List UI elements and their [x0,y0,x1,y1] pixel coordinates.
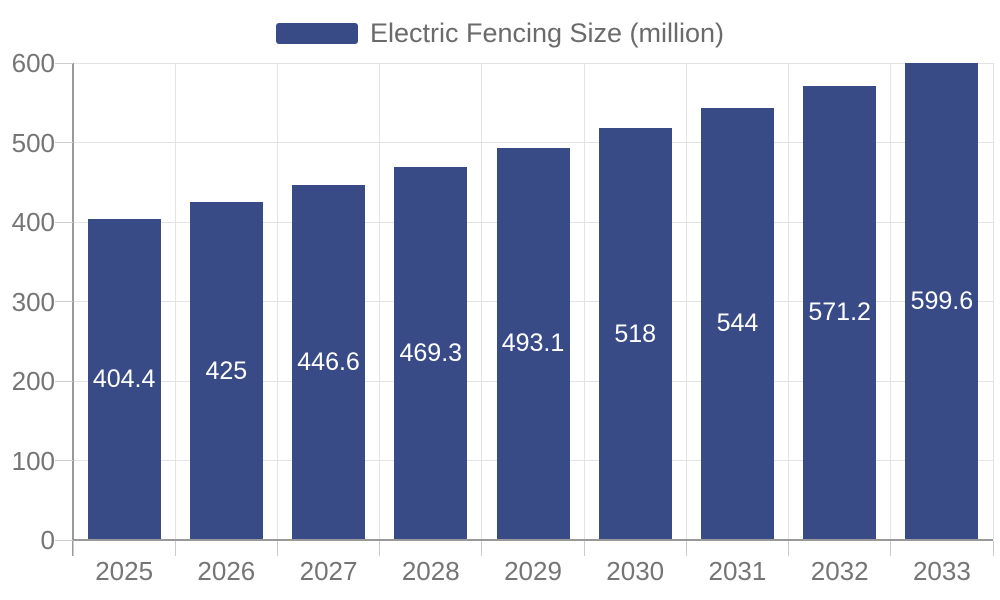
x-axis-label-2026: 2026 [197,556,256,586]
x-axis-tick [379,541,381,556]
gridline-horizontal [73,142,993,143]
y-axis-label: 600 [11,48,55,78]
gridline-horizontal [73,62,993,64]
x-axis-tick [992,541,994,556]
x-axis-tick [583,541,585,556]
gridline-vertical [276,63,278,540]
legend-item[interactable]: Electric Fencing Size (million) [0,12,1000,54]
gridline-vertical [992,63,994,540]
x-axis-tick [481,541,483,556]
y-axis-label: 0 [40,525,55,555]
gridline-vertical [685,63,687,540]
bar-value-label: 544 [716,309,759,338]
bar-value-label: 425 [205,356,248,385]
bar-2030[interactable]: 518 [598,128,672,540]
bar-2031[interactable]: 544 [700,107,774,540]
gridline-vertical [890,63,892,540]
x-axis-tick [174,541,176,556]
bar-value-label: 446.6 [297,347,360,376]
x-axis-tick [788,541,790,556]
plot-area: 404.4 425 446.6 469.3 493.1 518 544 571.2 599.6 [72,62,994,541]
bar-2028[interactable]: 469.3 [394,166,468,540]
x-axis-label-2028: 2028 [401,556,460,586]
y-axis-tick [55,62,73,64]
y-axis-tick [55,539,73,541]
y-axis-tick [55,221,73,223]
x-axis-label-2031: 2031 [708,556,767,586]
x-axis-tick [890,541,892,556]
x-axis-tick [685,541,687,556]
bar-value-label: 404.4 [92,364,156,393]
x-axis-tick [276,541,278,556]
gridline-vertical [174,63,176,540]
bar-value-label: 599.6 [910,287,974,316]
bar-2026[interactable]: 425 [189,202,263,540]
bar-2033[interactable]: 599.6 [905,63,979,540]
bar-2025[interactable]: 404.4 [87,218,161,540]
y-axis-label: 300 [11,286,55,317]
y-axis-label: 400 [11,207,55,237]
gridline-vertical [583,63,585,540]
x-axis-label-2025: 2025 [95,556,154,586]
x-axis-label-2029: 2029 [504,556,562,586]
bar-2029[interactable]: 493.1 [496,147,570,540]
bar-2027[interactable]: 446.6 [292,184,366,540]
y-axis-tick [55,380,73,382]
bar-value-label: 518 [614,319,657,348]
y-axis-tick [55,301,73,302]
y-axis-label: 500 [11,127,55,158]
y-axis-tick [55,460,73,461]
x-axis-label-2027: 2027 [299,556,358,586]
y-axis-line [72,63,74,556]
y-axis-label: 200 [11,366,55,396]
legend-label: Electric Fencing Size (million) [369,17,725,48]
x-axis-label-2030: 2030 [606,556,665,586]
gridline-vertical [379,63,381,540]
x-axis-label-2033: 2033 [912,556,971,586]
x-axis-label-2032: 2032 [810,556,869,586]
legend-swatch [275,22,358,44]
bar-2032[interactable]: 571.2 [803,85,877,540]
x-axis-tick [72,541,74,556]
y-axis-label: 100 [11,445,55,476]
bar-value-label: 571.2 [808,298,871,327]
bar-value-label: 493.1 [501,329,565,358]
bar-value-label: 469.3 [399,338,463,367]
gridline-vertical [481,63,483,540]
gridline-vertical [788,63,790,540]
y-axis-tick [55,142,73,143]
x-axis-line [73,539,993,541]
